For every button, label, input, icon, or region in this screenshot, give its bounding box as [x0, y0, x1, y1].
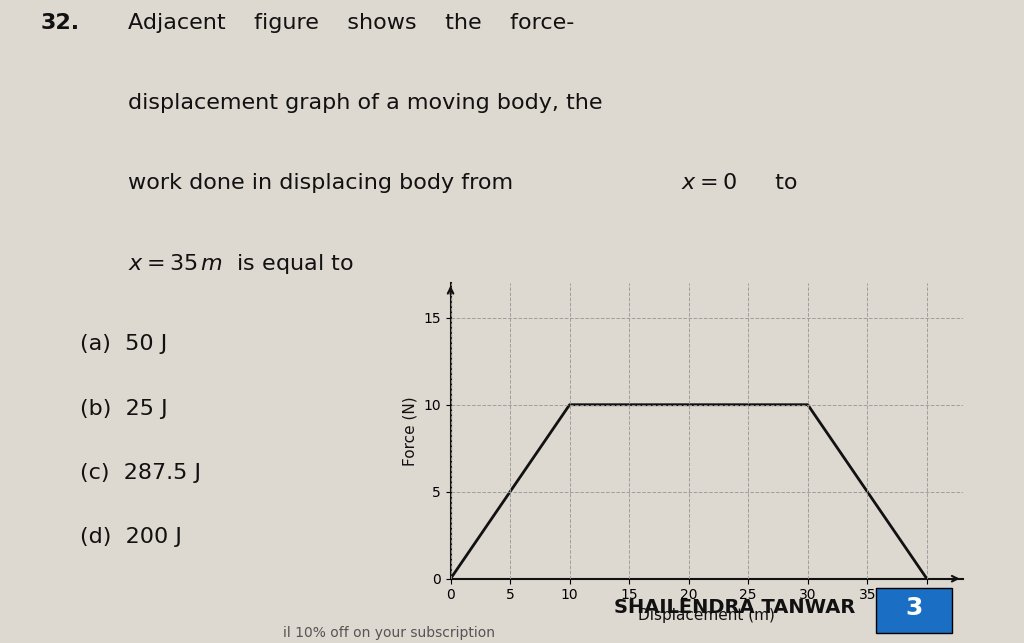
Text: il 10% off on your subscription: il 10% off on your subscription: [283, 626, 496, 640]
Text: (a)  50 J: (a) 50 J: [80, 334, 167, 354]
X-axis label: Displacement (m): Displacement (m): [638, 608, 775, 623]
Text: (c)  287.5 J: (c) 287.5 J: [80, 463, 201, 483]
Text: SHAILENDRA TANWAR: SHAILENDRA TANWAR: [614, 598, 856, 617]
Text: (d)  200 J: (d) 200 J: [80, 527, 181, 547]
Text: (b)  25 J: (b) 25 J: [80, 399, 168, 419]
Text: $x = 35\,m$  is equal to: $x = 35\,m$ is equal to: [128, 253, 353, 276]
Text: 32.: 32.: [41, 13, 80, 33]
FancyBboxPatch shape: [876, 588, 952, 633]
Text: displacement graph of a moving body, the: displacement graph of a moving body, the: [128, 93, 602, 113]
Text: work done in displacing body from: work done in displacing body from: [128, 172, 527, 193]
Y-axis label: Force (N): Force (N): [402, 396, 418, 466]
Text: $x=0$: $x=0$: [681, 172, 737, 193]
Text: Adjacent    figure    shows    the    force-: Adjacent figure shows the force-: [128, 13, 574, 33]
Text: to: to: [768, 172, 798, 193]
Text: 3: 3: [906, 595, 923, 620]
